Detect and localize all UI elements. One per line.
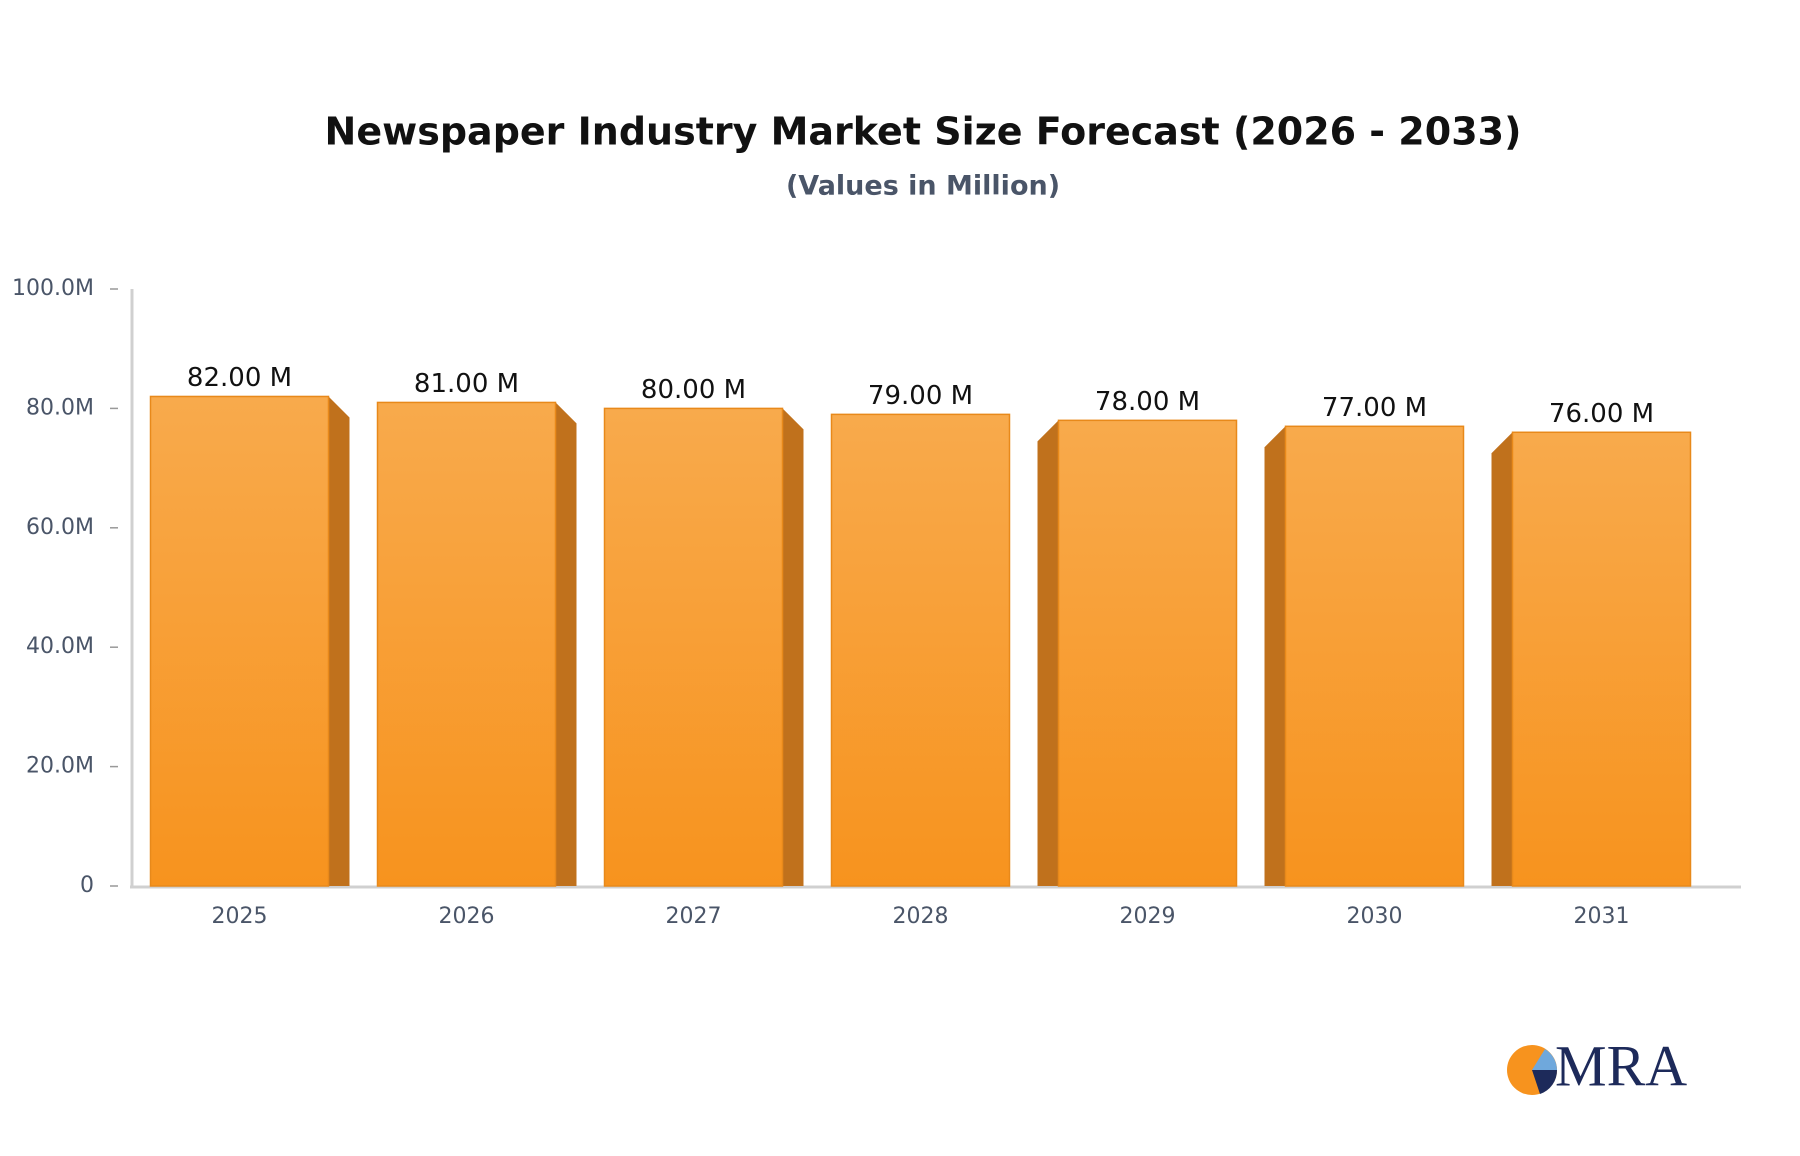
value-label: 81.00 M <box>414 369 519 399</box>
x-tick-label: 2027 <box>666 904 722 929</box>
value-label: 80.00 M <box>641 375 746 405</box>
y-tick-label: 0 <box>80 873 94 898</box>
bar <box>603 407 784 887</box>
bar-side <box>1491 432 1513 886</box>
bar <box>149 395 330 887</box>
bar <box>830 413 1011 887</box>
x-tick-label: 2029 <box>1120 904 1176 929</box>
bar-side <box>782 408 804 886</box>
bar-side <box>1037 420 1059 886</box>
bar <box>376 401 557 887</box>
logo: MRA <box>1507 1033 1687 1098</box>
x-tick-label: 2031 <box>1574 904 1630 929</box>
logo-text: MRA <box>1555 1033 1687 1098</box>
x-tick-label: 2026 <box>439 904 495 929</box>
chart-title: Newspaper Industry Market Size Forecast … <box>325 110 1522 154</box>
bar-side <box>328 396 350 886</box>
x-tick-label: 2028 <box>893 904 949 929</box>
bar <box>1284 425 1465 887</box>
bar <box>1057 419 1238 887</box>
x-tick-label: 2030 <box>1347 904 1403 929</box>
logo-icon <box>1532 1070 1558 1094</box>
y-tick-label: 60.0M <box>26 515 94 540</box>
value-label: 78.00 M <box>1095 387 1200 417</box>
value-label: 77.00 M <box>1322 393 1427 423</box>
bar-side <box>1264 426 1286 886</box>
y-tick-label: 80.0M <box>26 395 94 420</box>
y-tick-label: 40.0M <box>26 634 94 659</box>
bar <box>1511 431 1692 887</box>
x-tick-label: 2025 <box>212 904 268 929</box>
logo-icon <box>1532 1049 1557 1070</box>
bar-side <box>555 402 577 886</box>
value-label: 79.00 M <box>868 381 973 411</box>
value-label: 76.00 M <box>1549 399 1654 429</box>
value-label: 82.00 M <box>187 363 292 393</box>
chart-subtitle: (Values in Million) <box>786 171 1060 202</box>
y-tick-label: 100.0M <box>12 276 94 301</box>
y-tick-label: 20.0M <box>26 754 94 779</box>
